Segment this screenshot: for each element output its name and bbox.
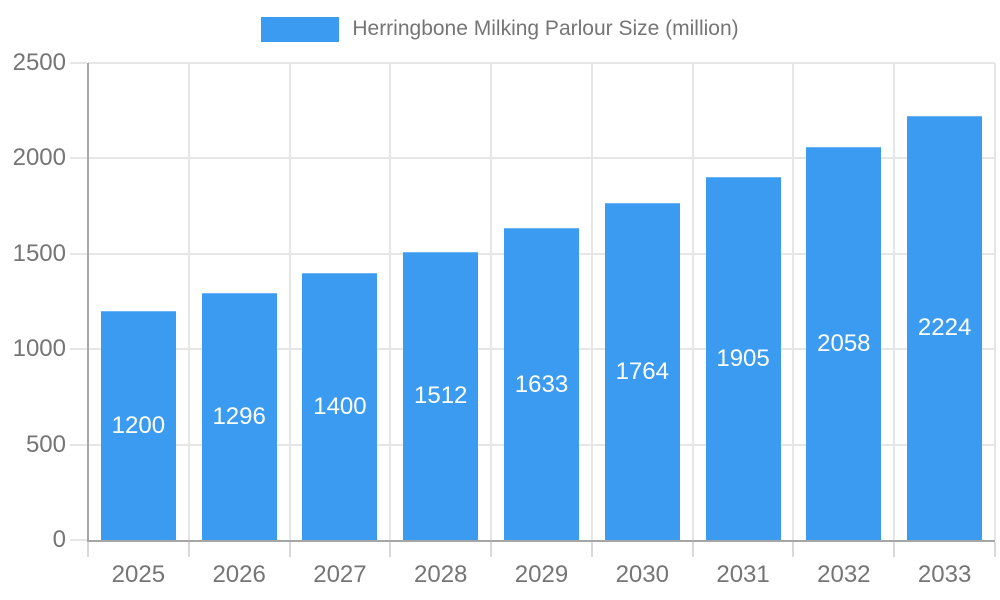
legend-label: Herringbone Milking Parlour Size (millio… <box>352 17 739 40</box>
bar-value-label: 2058 <box>817 330 871 358</box>
y-axis-label: 2500 <box>12 49 66 76</box>
bar-value-label: 2224 <box>917 314 972 342</box>
bar-value-label: 1296 <box>212 402 266 430</box>
y-tick-mark <box>70 252 87 255</box>
x-axis-label: 2026 <box>212 561 266 588</box>
y-axis-label: 1500 <box>12 239 66 267</box>
x-tick-mark <box>691 542 694 557</box>
bar[interactable]: 1764 <box>604 203 680 540</box>
x-tick-mark <box>893 542 896 557</box>
vertical-gridline <box>691 63 694 540</box>
vertical-gridline <box>994 63 996 540</box>
bar-value-label: 1633 <box>514 370 569 398</box>
bar-value-label: 1512 <box>414 382 468 410</box>
vertical-gridline <box>490 63 493 540</box>
y-tick-mark <box>70 348 87 351</box>
x-tick-mark <box>87 542 89 557</box>
bar[interactable]: 1400 <box>302 272 378 540</box>
y-axis-label: 2000 <box>12 144 66 172</box>
y-tick-mark <box>70 539 87 541</box>
horizontal-gridline <box>88 157 995 160</box>
y-axis-label: 500 <box>25 430 66 458</box>
y-axis-label: 0 <box>52 526 66 553</box>
x-axis-label: 2028 <box>414 561 468 588</box>
bar[interactable]: 2058 <box>806 147 882 540</box>
x-axis-label: 2030 <box>615 561 669 588</box>
x-tick-mark <box>187 542 190 557</box>
x-axis-label: 2025 <box>111 561 166 588</box>
y-tick-mark <box>70 157 87 160</box>
x-tick-mark <box>590 542 593 557</box>
x-axis-label: 2032 <box>817 561 871 588</box>
bar[interactable]: 1296 <box>201 292 277 540</box>
bar[interactable]: 1512 <box>403 251 479 540</box>
legend-swatch <box>261 16 340 42</box>
x-axis-label: 2033 <box>917 561 972 588</box>
vertical-gridline <box>288 63 291 540</box>
x-tick-mark <box>288 542 291 557</box>
vertical-gridline <box>187 63 190 540</box>
bar[interactable]: 1633 <box>504 228 579 540</box>
y-axis-line <box>87 63 89 542</box>
bar[interactable]: 1200 <box>100 311 176 540</box>
legend[interactable]: Herringbone Milking Parlour Size (millio… <box>0 14 1000 44</box>
x-axis-label: 2027 <box>313 561 367 588</box>
x-axis-label: 2031 <box>716 561 770 588</box>
y-axis-label: 1000 <box>12 335 66 363</box>
x-axis-line <box>87 540 995 542</box>
x-tick-mark <box>994 542 996 557</box>
x-tick-mark <box>490 542 493 557</box>
vertical-gridline <box>893 63 896 540</box>
plot-area: 1200 1296 1400 1512 1633 1764 1905 2058 2224 <box>88 62 996 540</box>
bar-value-label: 1200 <box>111 412 166 440</box>
x-tick-mark <box>389 542 392 557</box>
x-tick-mark <box>792 542 795 557</box>
bar[interactable]: 2224 <box>907 115 983 540</box>
vertical-gridline <box>389 63 392 540</box>
horizontal-gridline <box>88 62 995 64</box>
y-tick-mark <box>70 443 87 446</box>
vertical-gridline <box>590 63 593 540</box>
bar-value-label: 1400 <box>313 392 367 420</box>
y-tick-mark <box>70 62 87 64</box>
x-axis-label: 2029 <box>514 561 569 588</box>
bar[interactable]: 1905 <box>705 176 781 540</box>
bar-value-label: 1905 <box>716 344 770 372</box>
vertical-gridline <box>792 63 795 540</box>
bar-value-label: 1764 <box>615 358 669 386</box>
